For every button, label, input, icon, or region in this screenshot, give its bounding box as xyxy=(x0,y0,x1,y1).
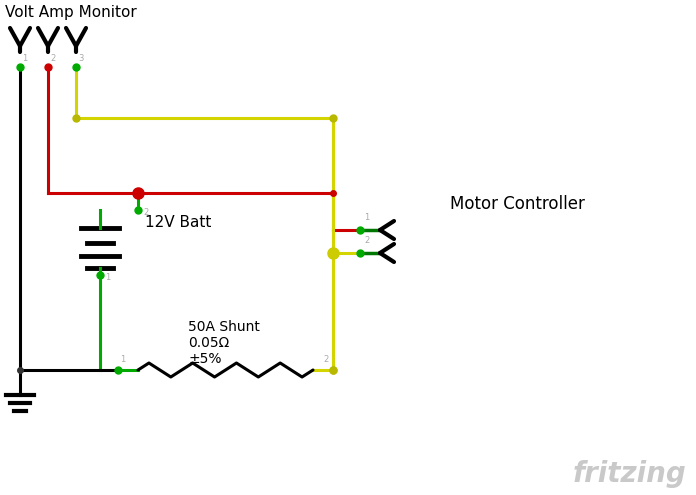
Text: 12V Batt: 12V Batt xyxy=(145,215,212,230)
Text: 3: 3 xyxy=(78,54,84,63)
Text: 50A Shunt
0.05Ω
±5%: 50A Shunt 0.05Ω ±5% xyxy=(188,320,260,366)
Text: fritzing: fritzing xyxy=(572,460,686,488)
Text: 1: 1 xyxy=(22,54,27,63)
Text: 2: 2 xyxy=(50,54,55,63)
Text: Volt Amp Monitor: Volt Amp Monitor xyxy=(5,5,136,20)
Text: 2: 2 xyxy=(364,236,370,245)
Text: Motor Controller: Motor Controller xyxy=(450,195,585,213)
Text: 1: 1 xyxy=(120,355,125,364)
Text: 1: 1 xyxy=(364,213,370,222)
Text: 2: 2 xyxy=(323,355,329,364)
Text: 2: 2 xyxy=(143,208,148,217)
Text: 1: 1 xyxy=(105,273,110,282)
